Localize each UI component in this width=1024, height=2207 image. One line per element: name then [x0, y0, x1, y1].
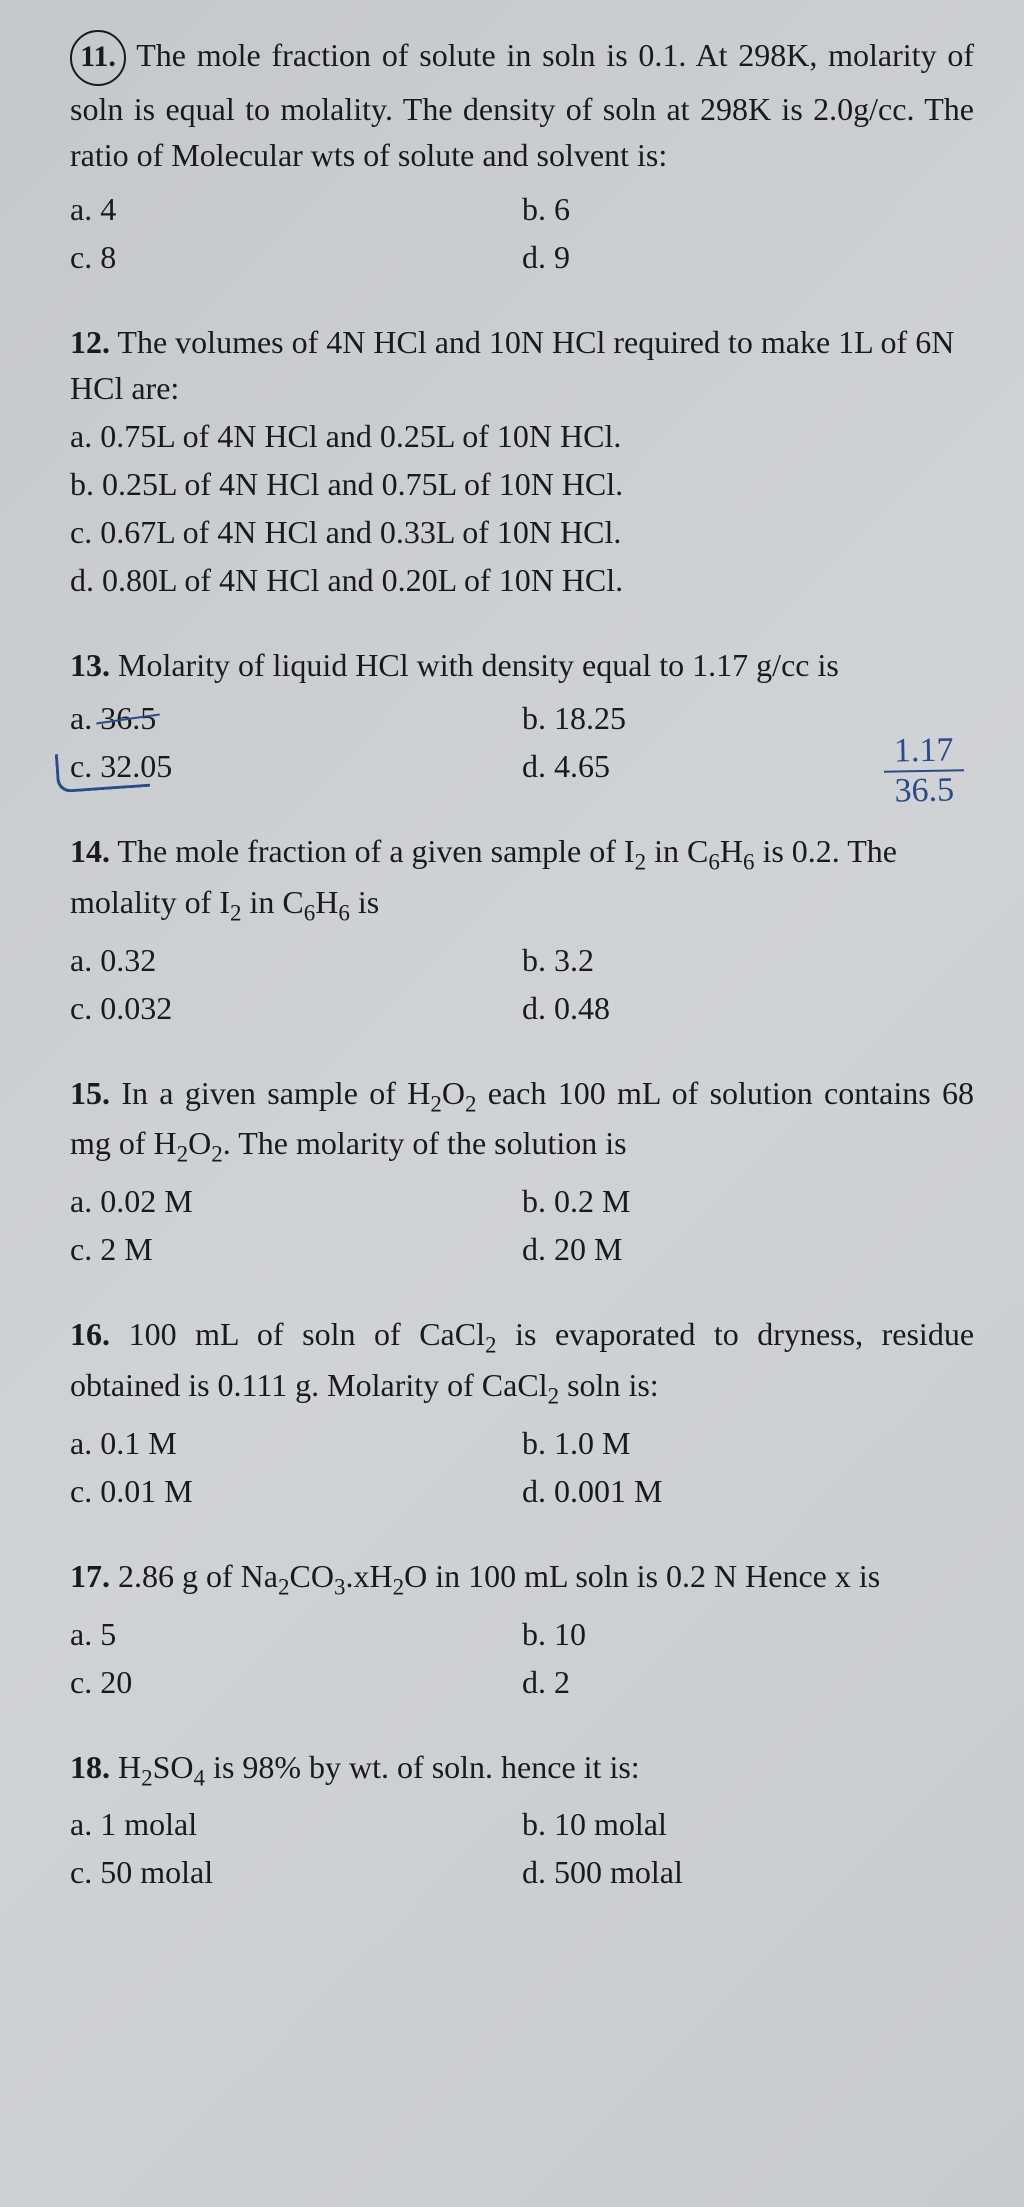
option-b: b. 0.2 M [522, 1177, 974, 1225]
question-text: The mole fraction of a given sample of I… [70, 833, 897, 920]
question-number: 15. [70, 1075, 110, 1111]
option-a: a. 0.75L of 4N HCl and 0.25L of 10N HCl. [70, 412, 974, 460]
option-a: a. 4 [70, 185, 522, 233]
question-text: Molarity of liquid HCl with density equa… [118, 647, 839, 683]
option-d: d. 0.48 [522, 984, 974, 1032]
option-c: c. 0.67L of 4N HCl and 0.33L of 10N HCl. [70, 508, 974, 556]
option-c: c. 8 [70, 233, 522, 281]
option-b: b. 1.0 M [522, 1419, 974, 1467]
option-a: a. 1 molal [70, 1800, 522, 1848]
question-12: 12. The volumes of 4N HCl and 10N HCl re… [70, 319, 974, 604]
fraction-denominator: 36.5 [884, 773, 965, 808]
option-b: b. 10 molal [522, 1800, 974, 1848]
option-d: d. 20 M [522, 1225, 974, 1273]
question-text: The volumes of 4N HCl and 10N HCl requir… [70, 324, 954, 406]
option-a: a. 0.1 M [70, 1419, 522, 1467]
options: a. 5 b. 10 c. 20 d. 2 [70, 1610, 974, 1706]
question-number: 13. [70, 647, 110, 683]
options: a. 4 b. 6 c. 8 d. 9 [70, 185, 974, 281]
question-text: 100 mL of soln of CaCl2 is evaporated to… [70, 1316, 974, 1403]
options: a. 0.1 M b. 1.0 M c. 0.01 M d. 0.001 M [70, 1419, 974, 1515]
option-c: c. 50 molal [70, 1848, 522, 1896]
question-text: 2.86 g of Na2CO3.xH2O in 100 mL soln is … [118, 1558, 880, 1594]
option-c: c. 0.032 [70, 984, 522, 1032]
handwritten-fraction: 1.17 36.5 [883, 733, 964, 808]
option-d: d. 0.80L of 4N HCl and 0.20L of 10N HCl. [70, 556, 974, 604]
options: a. 36.5 b. 18.25 c. 32.05 d. 4.65 [70, 694, 974, 790]
option-b: b. 0.25L of 4N HCl and 0.75L of 10N HCl. [70, 460, 974, 508]
option-c: c. 20 [70, 1658, 522, 1706]
question-number: 11. [70, 30, 126, 86]
question-14: 14. The mole fraction of a given sample … [70, 828, 974, 1032]
options: a. 0.32 b. 3.2 c. 0.032 d. 0.48 [70, 936, 974, 1032]
option-d: d. 9 [522, 233, 974, 281]
question-18: 18. H2SO4 is 98% by wt. of soln. hence i… [70, 1744, 974, 1897]
question-13: 13. Molarity of liquid HCl with density … [70, 642, 974, 790]
question-text: In a given sample of H2O2 each 100 mL of… [70, 1075, 974, 1162]
question-number: 14. [70, 833, 110, 869]
options: a. 0.75L of 4N HCl and 0.25L of 10N HCl.… [70, 412, 974, 604]
option-b: b. 3.2 [522, 936, 974, 984]
option-a: a. 5 [70, 1610, 522, 1658]
option-c: c. 2 M [70, 1225, 522, 1273]
options: a. 1 molal b. 10 molal c. 50 molal d. 50… [70, 1800, 974, 1896]
question-text: H2SO4 is 98% by wt. of soln. hence it is… [118, 1749, 640, 1785]
option-c: c. 32.05 [70, 742, 522, 790]
question-17: 17. 2.86 g of Na2CO3.xH2O in 100 mL soln… [70, 1553, 974, 1706]
question-number: 12. [70, 324, 110, 360]
question-number: 18. [70, 1749, 110, 1785]
option-d: d. 2 [522, 1658, 974, 1706]
options: a. 0.02 M b. 0.2 M c. 2 M d. 20 M [70, 1177, 974, 1273]
question-text: The mole fraction of solute in soln is 0… [70, 37, 974, 173]
option-b: b. 10 [522, 1610, 974, 1658]
question-number: 16. [70, 1316, 110, 1352]
option-b: b. 6 [522, 185, 974, 233]
question-16: 16. 100 mL of soln of CaCl2 is evaporate… [70, 1311, 974, 1515]
option-d: d. 500 molal [522, 1848, 974, 1896]
option-a: a. 0.02 M [70, 1177, 522, 1225]
question-15: 15. In a given sample of H2O2 each 100 m… [70, 1070, 974, 1274]
option-c: c. 0.01 M [70, 1467, 522, 1515]
option-a: a. 36.5 [70, 694, 522, 742]
page-container: 11. The mole fraction of solute in soln … [70, 30, 974, 1896]
option-a: a. 0.32 [70, 936, 522, 984]
question-11: 11. The mole fraction of solute in soln … [70, 30, 974, 281]
fraction-numerator: 1.17 [883, 733, 964, 768]
option-d: d. 0.001 M [522, 1467, 974, 1515]
question-number: 17. [70, 1558, 110, 1594]
